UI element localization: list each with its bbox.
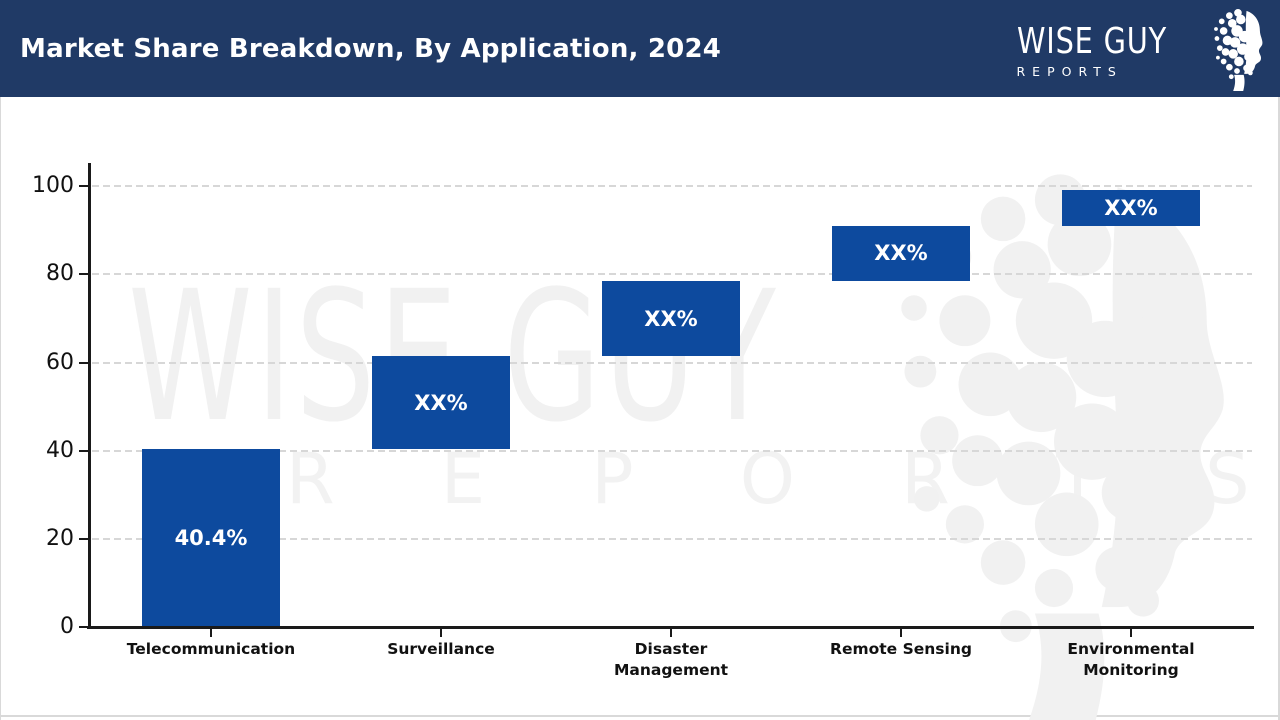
y-tick-100 [79, 185, 88, 188]
x-tick [210, 629, 212, 637]
bar-value-label: 40.4% [174, 525, 248, 550]
gridline-100 [92, 185, 1252, 188]
x-tick [1130, 629, 1132, 637]
bar-segment: XX% [1062, 189, 1200, 226]
y-tick-label-80: 80 [46, 261, 74, 287]
header-bar: Market Share Breakdown, By Application, … [0, 0, 1280, 97]
gridline-40 [92, 449, 1252, 452]
y-tick-label-60: 60 [46, 349, 74, 375]
bar-value-label: XX% [874, 241, 928, 266]
y-tick-0 [79, 626, 88, 628]
x-tick [900, 629, 902, 637]
bar-value-label: XX% [644, 306, 698, 331]
x-tick [670, 629, 672, 637]
bar-segment: XX% [832, 225, 970, 281]
gridline-20 [92, 537, 1252, 540]
x-category-label: Remote Sensing [830, 640, 972, 658]
y-tick-60 [79, 361, 88, 364]
x-tick [440, 629, 442, 637]
frame-border-left [0, 97, 1, 720]
y-tick-label-0: 0 [60, 614, 74, 639]
bar-value-label: XX% [1104, 195, 1158, 220]
gridline-60 [92, 361, 1252, 364]
wiseguy-logo-text: WISE GUY REPORTS [1016, 20, 1205, 79]
y-tick-label-100: 100 [32, 173, 74, 199]
x-category-label: Telecommunication [126, 640, 296, 658]
y-tick-label-20: 20 [46, 525, 74, 551]
frame-border-right [1278, 97, 1280, 720]
y-tick-80 [79, 273, 88, 276]
frame-border-bottom [0, 715, 1280, 717]
wiseguy-logo: WISE GUY REPORTS [1017, 7, 1267, 93]
bar-segment: XX% [602, 280, 740, 357]
y-tick-40 [79, 449, 88, 452]
bar-segment: XX% [372, 356, 510, 449]
y-tick-label-40: 40 [46, 437, 74, 463]
x-category-label: Surveillance [387, 640, 495, 658]
x-axis-spine [87, 626, 1254, 629]
x-category-label: Environmental Monitoring [1067, 640, 1195, 679]
x-category-label: Disaster Management [613, 640, 729, 679]
gridline-80 [92, 273, 1252, 276]
logo-name-label: WISE GUY [1016, 20, 1167, 62]
y-axis-spine [88, 163, 91, 629]
bar-segment: 40.4% [142, 448, 280, 627]
y-tick-20 [79, 537, 88, 540]
page-title: Market Share Breakdown, By Application, … [20, 33, 722, 64]
bar-value-label: XX% [414, 390, 468, 415]
logo-reports-label: REPORTS [1016, 63, 1123, 79]
